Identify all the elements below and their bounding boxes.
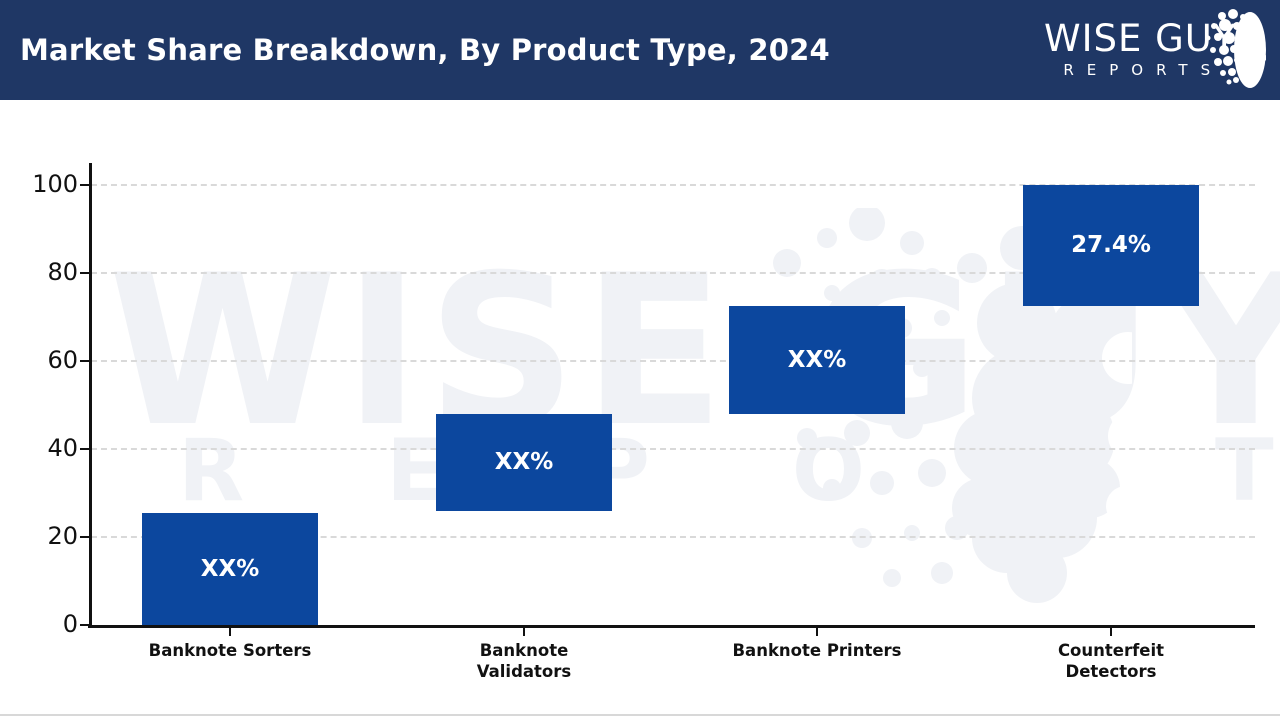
category-label: Counterfeit Detectors [1057, 641, 1165, 681]
logo-subtitle: REPORTS [1063, 60, 1224, 79]
bar-value-label: XX% [787, 346, 847, 373]
gridline [91, 448, 1255, 450]
gridline [91, 272, 1255, 274]
logo-text: WISE GUY REPORTS [1044, 17, 1237, 79]
bar-value-label: XX% [200, 555, 260, 582]
x-tick-mark [229, 628, 231, 636]
bar-segment: XX% [729, 306, 905, 414]
gridline [91, 360, 1255, 362]
page-title: Market Share Breakdown, By Product Type,… [20, 33, 830, 67]
category-label: Banknote Validators [476, 641, 572, 681]
y-tick-mark [80, 624, 89, 626]
bottom-divider [0, 714, 1280, 716]
y-tick-label: 40 [47, 434, 78, 462]
header-band: Market Share Breakdown, By Product Type,… [0, 0, 1280, 100]
y-tick-mark [80, 184, 89, 186]
gridline [91, 536, 1255, 538]
gridline [91, 184, 1255, 186]
wise-guy-reports-logo: WISE GUY REPORTS [1016, 6, 1266, 94]
bar-segment: XX% [142, 512, 318, 625]
bar-segment: 27.4% [1023, 185, 1199, 306]
x-tick-mark [816, 628, 818, 636]
y-axis-line [89, 163, 92, 628]
category-label: Banknote Printers [732, 641, 902, 660]
y-tick-mark [80, 536, 89, 538]
y-tick-label: 0 [62, 610, 78, 638]
y-tick-mark [80, 448, 89, 450]
y-tick-label: 80 [47, 258, 78, 286]
bar-segment: XX% [436, 413, 612, 511]
dotted-head-icon [1205, 9, 1266, 88]
category-label: Banknote Sorters [148, 641, 312, 660]
bar-value-label: 27.4% [1071, 232, 1151, 259]
market-share-chart: WISE GUY R E P O R T S [0, 100, 1280, 720]
y-tick-mark [80, 272, 89, 274]
y-tick-label: 100 [32, 170, 78, 198]
x-axis-line [88, 625, 1255, 628]
logo-wordmark: WISE GUY [1044, 17, 1237, 60]
y-tick-mark [80, 360, 89, 362]
x-tick-mark [1110, 628, 1112, 636]
y-tick-label: 60 [47, 346, 78, 374]
x-tick-mark [523, 628, 525, 636]
bar-value-label: XX% [494, 449, 554, 476]
y-tick-label: 20 [47, 522, 78, 550]
